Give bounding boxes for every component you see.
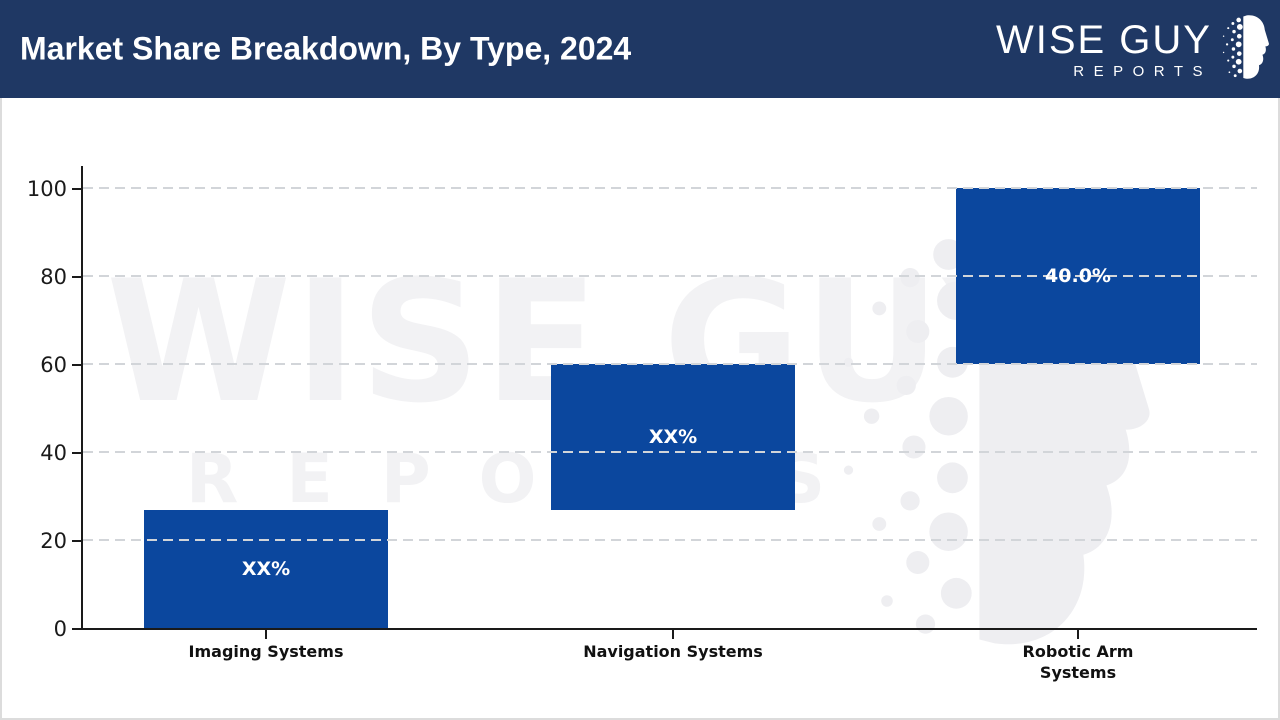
axis-left-spine: [81, 166, 83, 630]
wiseguy-face-icon: [1222, 15, 1269, 79]
x-tick: [672, 630, 674, 639]
gridline: [83, 539, 1257, 541]
bar-value-label: XX%: [241, 558, 291, 581]
y-tick-label: 40: [40, 441, 67, 465]
y-tick-label: 100: [26, 177, 67, 201]
y-tick-label: 20: [40, 529, 67, 553]
y-tick: [72, 452, 81, 454]
y-tick: [72, 188, 81, 190]
page-title: Market Share Breakdown, By Type, 2024: [20, 30, 632, 67]
bar-value-label: 40.0%: [1045, 265, 1111, 287]
wiseguy-logo: WISE GUY REPORTS: [996, 6, 1270, 92]
y-tick-label: 80: [40, 265, 67, 289]
y-tick: [72, 628, 81, 630]
y-tick: [72, 364, 81, 366]
logo-subtitle: REPORTS: [1073, 62, 1212, 80]
gridline: [83, 363, 1257, 365]
header-banner: Market Share Breakdown, By Type, 2024 WI…: [0, 0, 1280, 98]
y-tick: [72, 276, 81, 278]
logo-text: WISE GUY REPORTS: [996, 19, 1212, 80]
logo-wordmark: WISE GUY: [995, 17, 1212, 62]
y-tick-label: 60: [40, 353, 67, 377]
chart-canvas: WISE GUY REPORTS XX% XX% 40.0% 0 20 40 60 80 100…: [0, 98, 1280, 720]
x-category-label: Imaging Systems: [188, 642, 344, 661]
x-tick: [1077, 630, 1079, 639]
y-tick-label: 0: [53, 617, 67, 641]
gridline: [83, 275, 1257, 277]
plot-area: XX% XX% 40.0% 0 20 40 60 80 100 Imaging Systems Na…: [2, 98, 1278, 718]
gridline: [83, 187, 1257, 189]
axis-bottom-spine: [81, 628, 1257, 630]
bar-value-label: XX%: [648, 426, 698, 449]
bar-segment: [144, 510, 388, 628]
x-category-label: Navigation Systems: [583, 642, 763, 661]
bar-segment: [551, 364, 795, 511]
x-category-label: Robotic Arm Systems: [1022, 642, 1134, 682]
y-tick: [72, 540, 81, 542]
gridline: [83, 451, 1257, 453]
x-tick: [265, 630, 267, 639]
